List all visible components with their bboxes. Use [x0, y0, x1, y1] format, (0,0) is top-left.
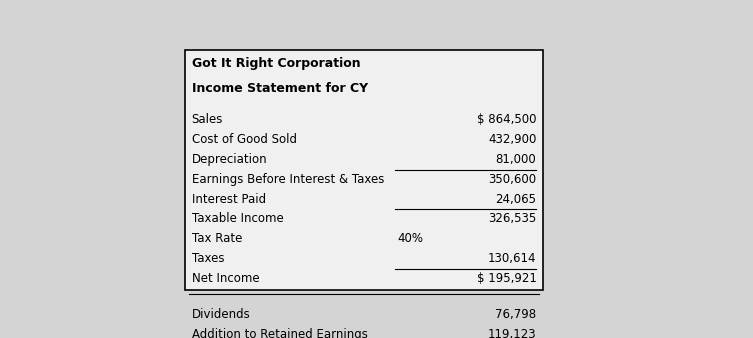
Text: Taxable Income: Taxable Income	[191, 212, 283, 225]
Text: Interest Paid: Interest Paid	[191, 193, 266, 206]
Text: Dividends: Dividends	[191, 308, 250, 321]
Text: 432,900: 432,900	[488, 133, 536, 146]
Text: 350,600: 350,600	[489, 173, 536, 186]
Text: Sales: Sales	[191, 114, 223, 126]
Text: Tax Rate: Tax Rate	[191, 232, 242, 245]
Text: Got It Right Corporation: Got It Right Corporation	[191, 57, 360, 71]
Text: 119,123: 119,123	[488, 328, 536, 338]
Text: Cost of Good Sold: Cost of Good Sold	[191, 133, 297, 146]
Text: Depreciation: Depreciation	[191, 153, 267, 166]
Text: 130,614: 130,614	[488, 252, 536, 265]
Text: 76,798: 76,798	[495, 308, 536, 321]
Text: $ 864,500: $ 864,500	[477, 114, 536, 126]
FancyBboxPatch shape	[184, 50, 544, 290]
Text: 326,535: 326,535	[488, 212, 536, 225]
Text: $ 195,921: $ 195,921	[477, 272, 536, 285]
Text: Addition to Retained Earnings: Addition to Retained Earnings	[191, 328, 367, 338]
Text: Net Income: Net Income	[191, 272, 259, 285]
Text: Income Statement for CY: Income Statement for CY	[191, 82, 367, 95]
Text: 24,065: 24,065	[495, 193, 536, 206]
Text: 81,000: 81,000	[495, 153, 536, 166]
Text: 40%: 40%	[398, 232, 424, 245]
Text: Taxes: Taxes	[191, 252, 224, 265]
Text: Earnings Before Interest & Taxes: Earnings Before Interest & Taxes	[191, 173, 384, 186]
